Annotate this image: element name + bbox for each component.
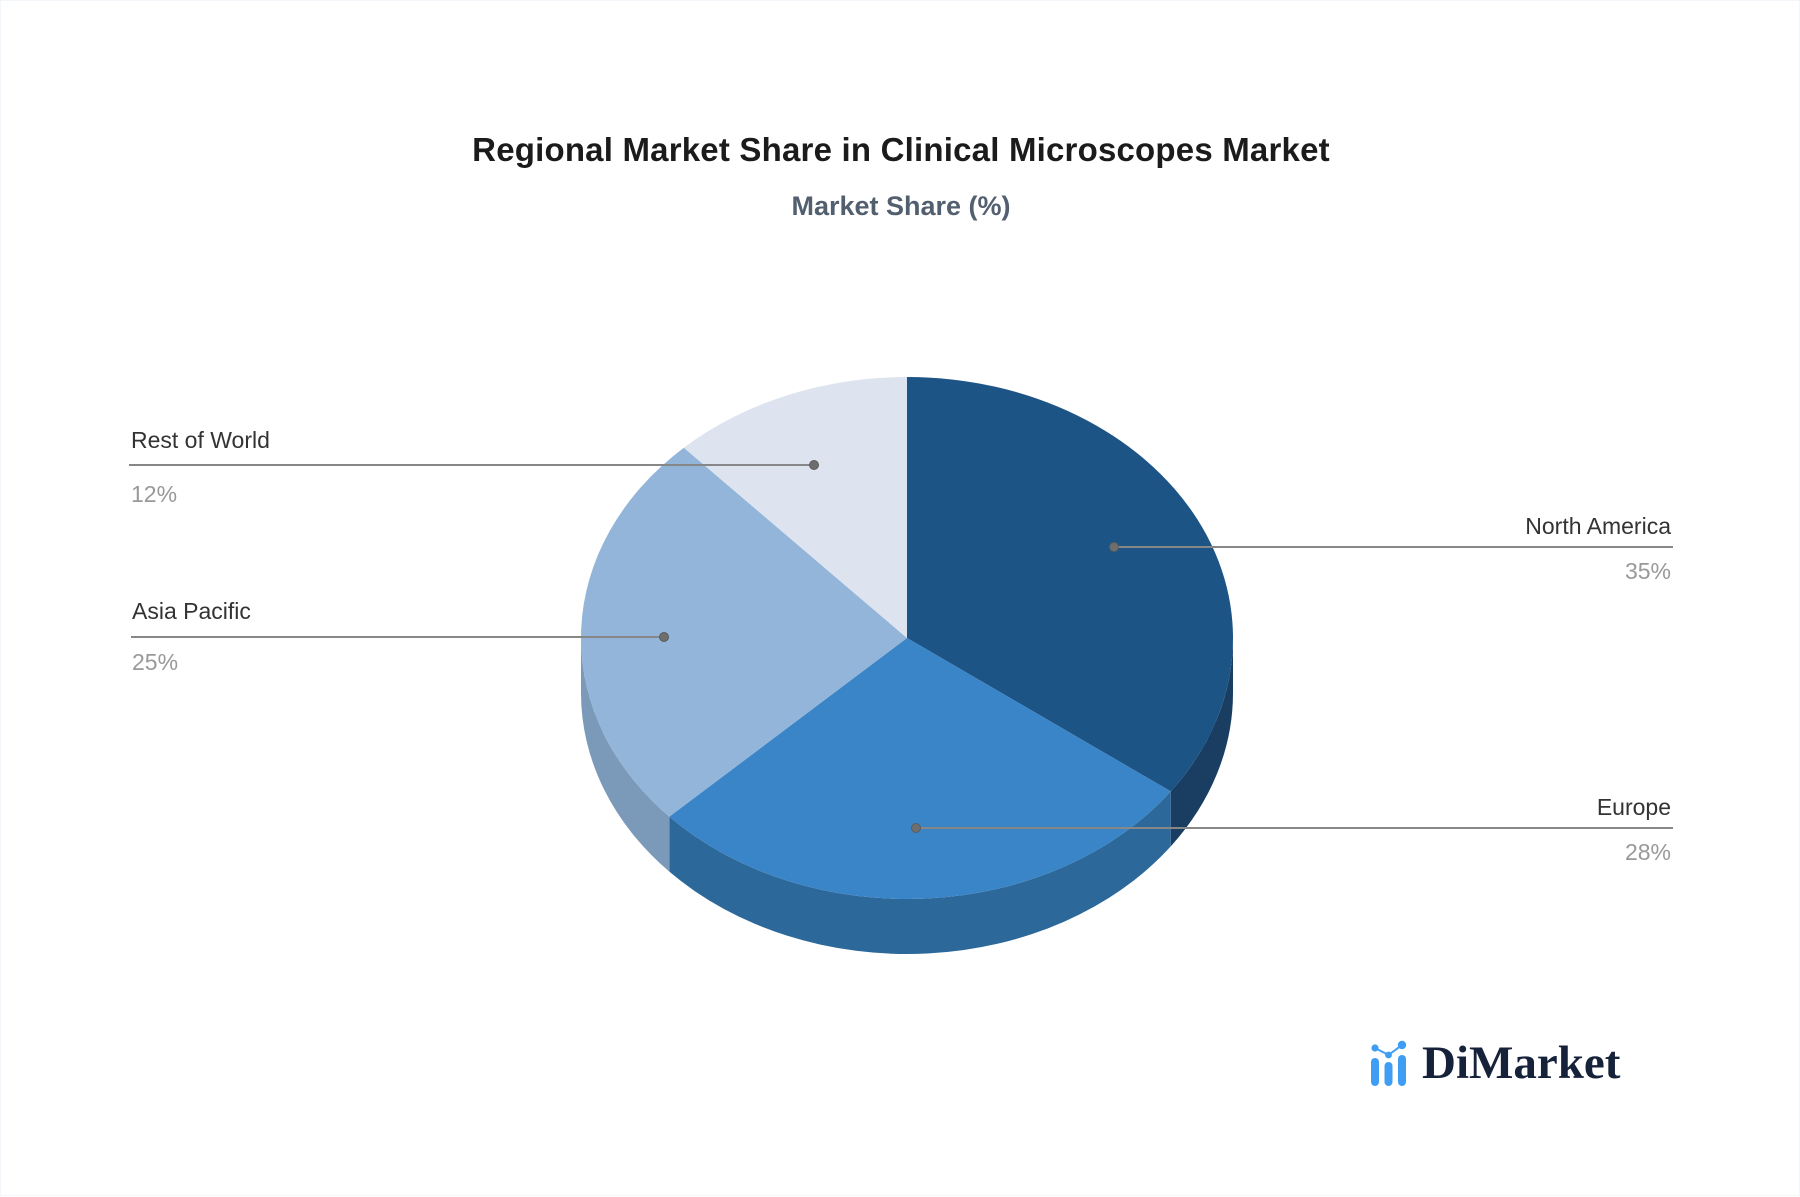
pie-slice-asia-pacific (580, 447, 907, 817)
callout-pct-europe: 28% (1624, 839, 1671, 865)
callout-label-asia-pacific: Asia Pacific (132, 598, 251, 624)
callout-pct-asia-pacific: 25% (132, 649, 179, 675)
callout-label-rest-of-world: Rest of World (131, 427, 270, 453)
callout-label-north-america: North America (1525, 513, 1671, 539)
chart-subtitle: Market Share (%) (791, 191, 1011, 221)
chart-title: Regional Market Share in Clinical Micros… (472, 131, 1330, 168)
callout-label-europe: Europe (1596, 794, 1671, 820)
pie-side-north-america (1170, 638, 1233, 847)
brand-logo-text: DiMarket (1422, 1037, 1621, 1089)
bar-line-chart-icon (1371, 1040, 1407, 1086)
callout-pct-rest-of-world: 12% (131, 481, 178, 507)
pie-side-europe (669, 791, 1171, 955)
leader-dot-north-america (1109, 542, 1119, 552)
pie-slice-europe (669, 638, 1171, 899)
pie-slice-north-america (907, 377, 1233, 792)
leader-dot-rest-of-world (809, 460, 819, 470)
leader-dot-asia-pacific (659, 632, 669, 642)
brand-logo: DiMarket (1367, 1039, 1620, 1087)
leader-dot-europe (911, 823, 921, 833)
callout-pct-north-america: 35% (1624, 558, 1671, 584)
pie-side-asia-pacific (581, 638, 670, 872)
pie-slice-rest-of-world (683, 377, 907, 638)
